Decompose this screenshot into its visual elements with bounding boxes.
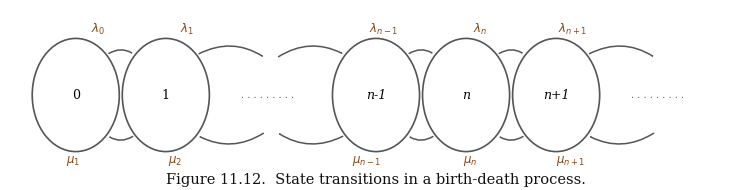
FancyArrowPatch shape <box>409 50 432 54</box>
Text: 0: 0 <box>71 89 80 101</box>
Text: $\mu_{n+1}$: $\mu_{n+1}$ <box>556 154 586 168</box>
Ellipse shape <box>332 38 420 152</box>
Text: $\lambda_{n-1}$: $\lambda_{n-1}$ <box>369 22 398 37</box>
FancyArrowPatch shape <box>411 136 433 140</box>
Text: $\mu_1$: $\mu_1$ <box>65 154 80 168</box>
FancyArrowPatch shape <box>280 134 343 144</box>
Text: $\lambda_1$: $\lambda_1$ <box>180 22 194 37</box>
Text: $\lambda_n$: $\lambda_n$ <box>472 22 487 37</box>
FancyArrowPatch shape <box>200 133 263 144</box>
FancyArrowPatch shape <box>590 133 653 144</box>
Text: $\mu_{n-1}$: $\mu_{n-1}$ <box>352 154 382 168</box>
Text: 1: 1 <box>162 89 170 101</box>
FancyArrowPatch shape <box>590 46 653 56</box>
Text: n+1: n+1 <box>543 89 569 101</box>
Text: $\mu_2$: $\mu_2$ <box>168 154 182 168</box>
Text: $\lambda_0$: $\lambda_0$ <box>91 22 105 37</box>
Ellipse shape <box>513 38 599 152</box>
Text: Figure 11.12.  State transitions in a birth-death process.: Figure 11.12. State transitions in a bir… <box>166 173 586 187</box>
FancyArrowPatch shape <box>500 136 523 140</box>
Ellipse shape <box>123 38 209 152</box>
FancyArrowPatch shape <box>278 46 341 57</box>
Text: $\lambda_{n+1}$: $\lambda_{n+1}$ <box>558 22 587 37</box>
FancyArrowPatch shape <box>199 46 262 56</box>
FancyArrowPatch shape <box>109 50 132 54</box>
Text: $\mu_n$: $\mu_n$ <box>462 154 477 168</box>
Text: . . . . . . . . .: . . . . . . . . . <box>631 90 684 100</box>
Text: n-1: n-1 <box>366 89 386 101</box>
Text: n: n <box>462 89 470 101</box>
Ellipse shape <box>423 38 510 152</box>
FancyArrowPatch shape <box>110 136 132 140</box>
Text: . . . . . . . . .: . . . . . . . . . <box>241 90 294 100</box>
FancyArrowPatch shape <box>499 50 522 54</box>
Ellipse shape <box>32 38 120 152</box>
